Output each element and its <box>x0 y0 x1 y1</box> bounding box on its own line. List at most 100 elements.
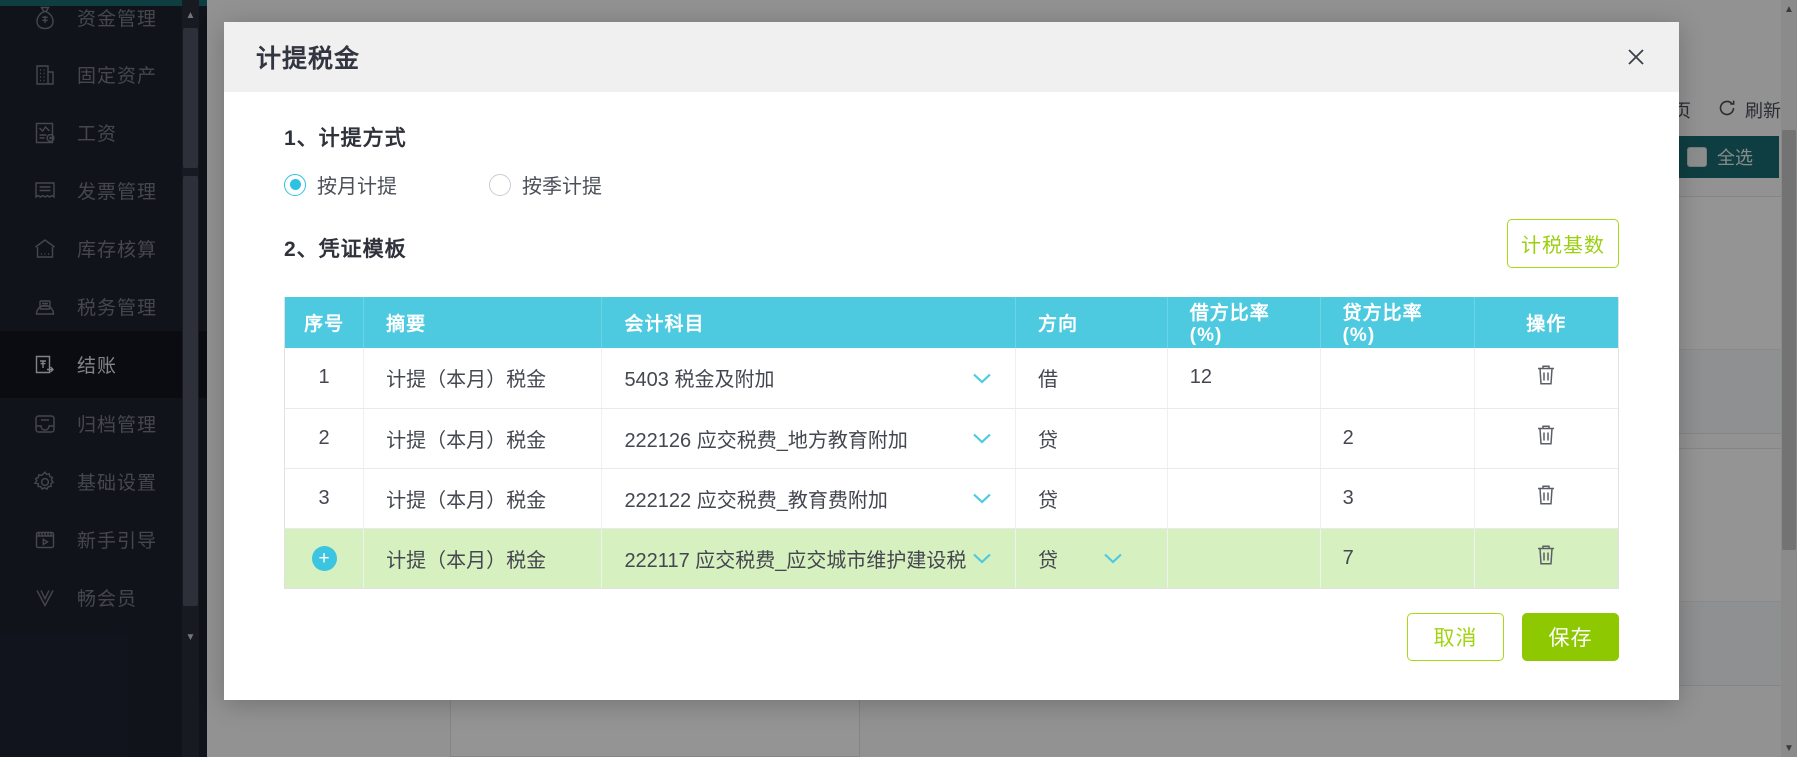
column-header-summary: 摘要 <box>363 297 603 348</box>
sidebar: 资金管理 固定资产 <box>0 0 207 757</box>
row-debit-rate[interactable] <box>1167 468 1321 529</box>
refresh-icon <box>1717 98 1737 123</box>
save-button[interactable]: 保存 <box>1522 613 1619 661</box>
row-action[interactable] <box>1474 528 1618 588</box>
sidebar-item-label: 税务管理 <box>77 298 158 319</box>
row-account-cell[interactable]: 222117 应交税费_应交城市维护建设税 <box>601 528 1017 588</box>
dialog-title: 计提税金 <box>256 45 361 73</box>
table-row[interactable]: 2 计提（本月）税金 222126 应交税费_地方教育附加 <box>285 408 1618 469</box>
add-row-icon[interactable]: + <box>311 545 337 571</box>
cancel-button[interactable]: 取消 <box>1407 613 1504 661</box>
trash-icon[interactable] <box>1535 423 1557 447</box>
sidebar-item-6[interactable]: 结账 <box>0 331 207 398</box>
voucher-template-table: 序号 摘要 会计科目 方向 借方比率(%) 贷方比率(%) 操作 1 计提（本月 <box>285 297 1618 588</box>
chevron-down-icon[interactable] <box>971 371 993 385</box>
trash-icon[interactable] <box>1535 483 1557 507</box>
sidebar-item-label: 资金管理 <box>77 9 158 30</box>
table-row[interactable]: 3 计提（本月）税金 222122 应交税费_教育费附加 贷 <box>285 468 1618 529</box>
radio-option-monthly[interactable]: 按月计提 <box>284 170 489 199</box>
sidebar-item-label: 基础设置 <box>77 473 158 494</box>
row-account: 5403 税金及附加 <box>624 369 775 392</box>
accrual-method-radio-group: 按月计提 按季计提 <box>284 170 1619 199</box>
scroll-up-icon[interactable]: ▲ <box>1784 3 1794 15</box>
column-header-index: 序号 <box>285 297 365 348</box>
row-summary[interactable]: 计提（本月）税金 <box>363 408 603 469</box>
row-action[interactable] <box>1474 408 1618 469</box>
row-account: 222117 应交税费_应交城市维护建设税 <box>624 549 967 572</box>
row-action[interactable] <box>1474 468 1618 529</box>
row-credit-rate[interactable]: 2 <box>1320 408 1475 469</box>
row-direction[interactable]: 贷 <box>1015 408 1168 469</box>
page-scrollbar[interactable]: ▲ ▼ <box>1781 0 1797 757</box>
sidebar-item-2[interactable]: 工资 <box>0 99 207 166</box>
row-summary[interactable]: 计提（本月）税金 <box>363 348 603 409</box>
archive-icon <box>30 409 60 439</box>
page-scrollbar-thumb[interactable] <box>1782 130 1796 550</box>
sidebar-scroll-up-icon[interactable]: ▲ <box>185 9 196 21</box>
refresh-label: 刷新 <box>1745 101 1781 121</box>
column-header-debit-rate: 借方比率(%) <box>1167 297 1321 348</box>
tax-accrual-dialog: 计提税金 1、计提方式 按月计提 按季计提 2、凭证模板 <box>224 22 1679 700</box>
row-account-cell[interactable]: 222126 应交税费_地方教育附加 <box>601 408 1017 469</box>
row-direction-cell[interactable]: 贷 <box>1015 528 1168 588</box>
sidebar-item-10[interactable]: 畅会员 <box>0 564 207 631</box>
row-direction: 贷 <box>1038 549 1059 572</box>
warehouse-icon <box>30 234 60 264</box>
radio-option-label: 按月计提 <box>317 176 397 198</box>
refresh-button[interactable]: 刷新 <box>1717 97 1781 123</box>
sidebar-item-9[interactable]: 新手引导 <box>0 506 207 573</box>
sidebar-item-7[interactable]: 归档管理 <box>0 390 207 457</box>
sidebar-item-4[interactable]: 库存核算 <box>0 215 207 282</box>
chevron-down-icon[interactable] <box>971 551 993 565</box>
row-account-cell[interactable]: 222122 应交税费_教育费附加 <box>601 468 1017 529</box>
radio-icon[interactable] <box>489 173 511 196</box>
close-icon[interactable] <box>1619 40 1653 74</box>
sidebar-item-8[interactable]: 基础设置 <box>0 448 207 515</box>
gear-icon <box>30 467 60 497</box>
row-summary[interactable]: 计提（本月）税金 <box>363 468 603 529</box>
sidebar-item-0[interactable]: 资金管理 <box>0 0 207 51</box>
row-credit-rate[interactable] <box>1320 348 1475 409</box>
section-2-row: 2、凭证模板 计税基数 <box>284 219 1619 281</box>
add-row-cell[interactable]: + <box>285 528 365 588</box>
checkbox-icon[interactable] <box>1687 147 1707 167</box>
row-direction[interactable]: 借 <box>1015 348 1168 409</box>
row-debit-rate[interactable]: 12 <box>1167 348 1321 409</box>
sidebar-item-label: 库存核算 <box>77 240 158 261</box>
row-debit-rate[interactable] <box>1167 408 1321 469</box>
row-credit-rate[interactable]: 7 <box>1320 528 1475 588</box>
trash-icon[interactable] <box>1535 363 1557 387</box>
sidebar-scrollbar-thumb[interactable] <box>183 28 198 168</box>
trash-icon[interactable] <box>1535 543 1557 567</box>
sidebar-scrollbar-thumb-lower[interactable] <box>183 176 198 606</box>
row-index: 2 <box>285 408 365 469</box>
sidebar-item-label: 结账 <box>77 356 118 377</box>
chevron-down-icon[interactable] <box>971 431 993 445</box>
tax-basis-button[interactable]: 计税基数 <box>1507 219 1619 268</box>
sidebar-topbar <box>0 0 207 6</box>
row-credit-rate[interactable]: 3 <box>1320 468 1475 529</box>
radio-icon-selected[interactable] <box>284 173 306 196</box>
row-direction[interactable]: 贷 <box>1015 468 1168 529</box>
row-action[interactable] <box>1474 348 1618 409</box>
payroll-icon <box>30 118 60 148</box>
radio-option-label: 按季计提 <box>522 176 602 198</box>
tax-icon <box>30 292 60 322</box>
sidebar-item-5[interactable]: 税务管理 <box>0 273 207 340</box>
radio-option-quarterly[interactable]: 按季计提 <box>489 170 602 199</box>
chevron-down-icon[interactable] <box>971 491 993 505</box>
dialog-header: 计提税金 <box>224 22 1679 92</box>
card-footer: E <box>1656 601 1797 685</box>
sidebar-scroll-down-icon[interactable]: ▼ <box>185 631 196 643</box>
row-summary[interactable]: 计提（本月）税金 <box>363 528 603 588</box>
column-header-direction: 方向 <box>1015 297 1168 348</box>
row-account-cell[interactable]: 5403 税金及附加 <box>601 348 1017 409</box>
sidebar-item-label: 新手引导 <box>77 531 158 552</box>
sidebar-item-3[interactable]: 发票管理 <box>0 157 207 224</box>
row-debit-rate[interactable] <box>1167 528 1321 588</box>
sidebar-item-1[interactable]: 固定资产 <box>0 41 207 108</box>
table-row-active[interactable]: + 计提（本月）税金 222117 应交税费_应交城市维护建设税 <box>285 528 1618 588</box>
scroll-down-icon[interactable]: ▼ <box>1784 742 1794 754</box>
chevron-down-icon[interactable] <box>1102 551 1124 565</box>
table-row[interactable]: 1 计提（本月）税金 5403 税金及附加 借 <box>285 348 1618 409</box>
